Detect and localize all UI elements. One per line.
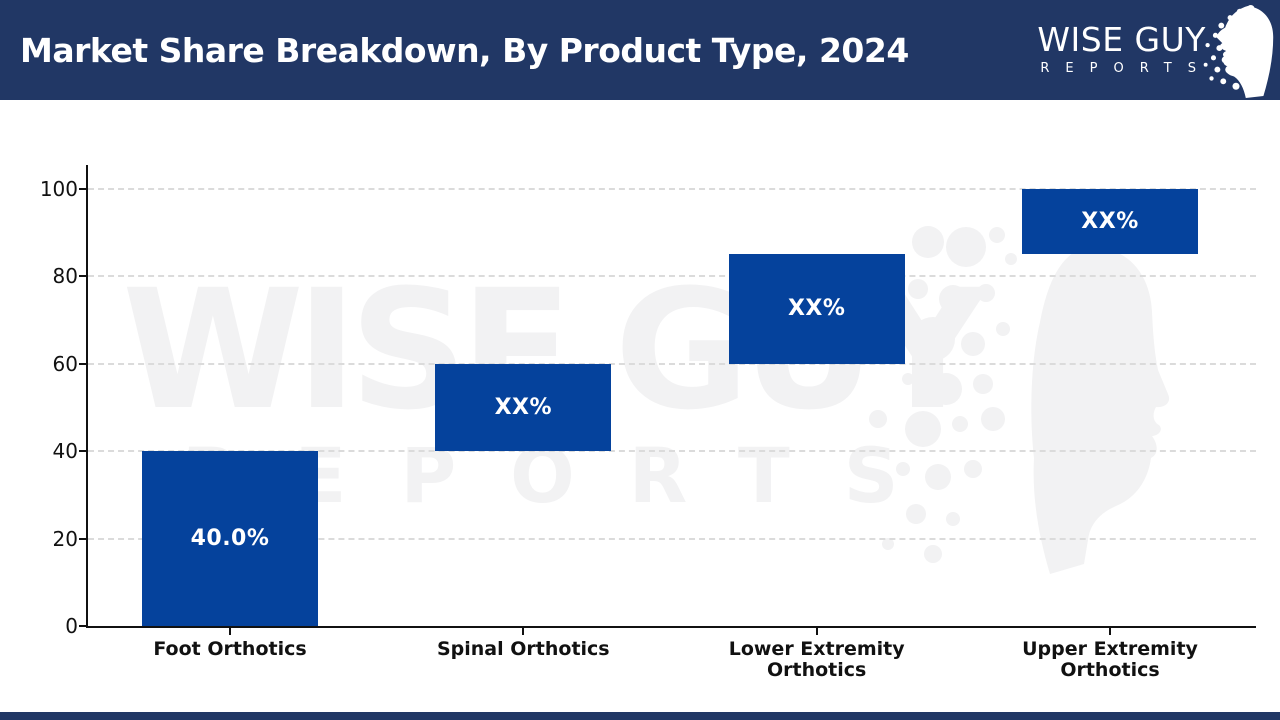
- x-axis-line: [86, 626, 1256, 628]
- bar-value-label: XX%: [494, 394, 553, 420]
- bar-lower-extremity-orthotics: XX%: [728, 254, 905, 364]
- gridline-80: [88, 275, 1256, 277]
- x-category-label-spinal-orthotics: Spinal Orthotics: [436, 638, 610, 660]
- gridline-20: [88, 537, 1256, 540]
- x-category-label-upper-extremity-orthotics: Upper Extremity Orthotics: [1022, 638, 1198, 681]
- x-category-label-lower-extremity-orthotics: Lower Extremity Orthotics: [728, 638, 905, 681]
- bar-value-label: XX%: [1081, 208, 1139, 234]
- x-category-label-foot-orthotics: Foot Orthotics: [153, 638, 307, 660]
- y-tick-label: 20: [52, 526, 78, 551]
- bar-upper-extremity-orthotics: XX%: [1022, 188, 1198, 255]
- bar-foot-orthotics: 40.0%: [142, 451, 318, 626]
- logo-wordmark: WISE GUY: [1037, 20, 1206, 59]
- logo-subtext: REPORTS: [1040, 61, 1212, 76]
- gridline-100: [88, 187, 1256, 190]
- y-tick-label: 0: [65, 614, 78, 638]
- y-axis-line: [86, 165, 88, 628]
- logo-text: WISE GUY REPORTS: [1037, 20, 1212, 77]
- x-tick-mark: [229, 628, 231, 635]
- y-tick-label: 80: [52, 264, 78, 288]
- bar-value-label: 40.0%: [190, 526, 270, 551]
- y-tick-mark: [79, 362, 88, 365]
- y-tick-label: 100: [39, 176, 78, 201]
- y-tick-label: 40: [52, 439, 78, 463]
- x-tick-mark: [815, 628, 818, 635]
- header-bar: Market Share Breakdown, By Product Type,…: [0, 0, 1280, 100]
- y-tick-mark: [79, 537, 88, 540]
- brand-logo: WISE GUY REPORTS: [1002, 0, 1274, 100]
- logo-face-icon: [1203, 4, 1274, 98]
- bar-value-label: XX%: [787, 296, 846, 322]
- x-tick-mark: [522, 628, 525, 635]
- y-tick-mark: [79, 625, 88, 627]
- page-title: Market Share Breakdown, By Product Type,…: [20, 30, 909, 70]
- bar-spinal-orthotics: XX%: [435, 363, 612, 451]
- y-tick-mark: [79, 187, 88, 190]
- footer-bar: [0, 712, 1280, 720]
- y-tick-mark: [79, 275, 88, 277]
- gridline-60: [88, 362, 1256, 365]
- x-tick-mark: [1109, 628, 1111, 635]
- y-tick-label: 60: [52, 351, 78, 376]
- y-tick-mark: [79, 450, 88, 452]
- gridline-40: [88, 450, 1256, 452]
- watermark-face-icon: [869, 222, 1170, 574]
